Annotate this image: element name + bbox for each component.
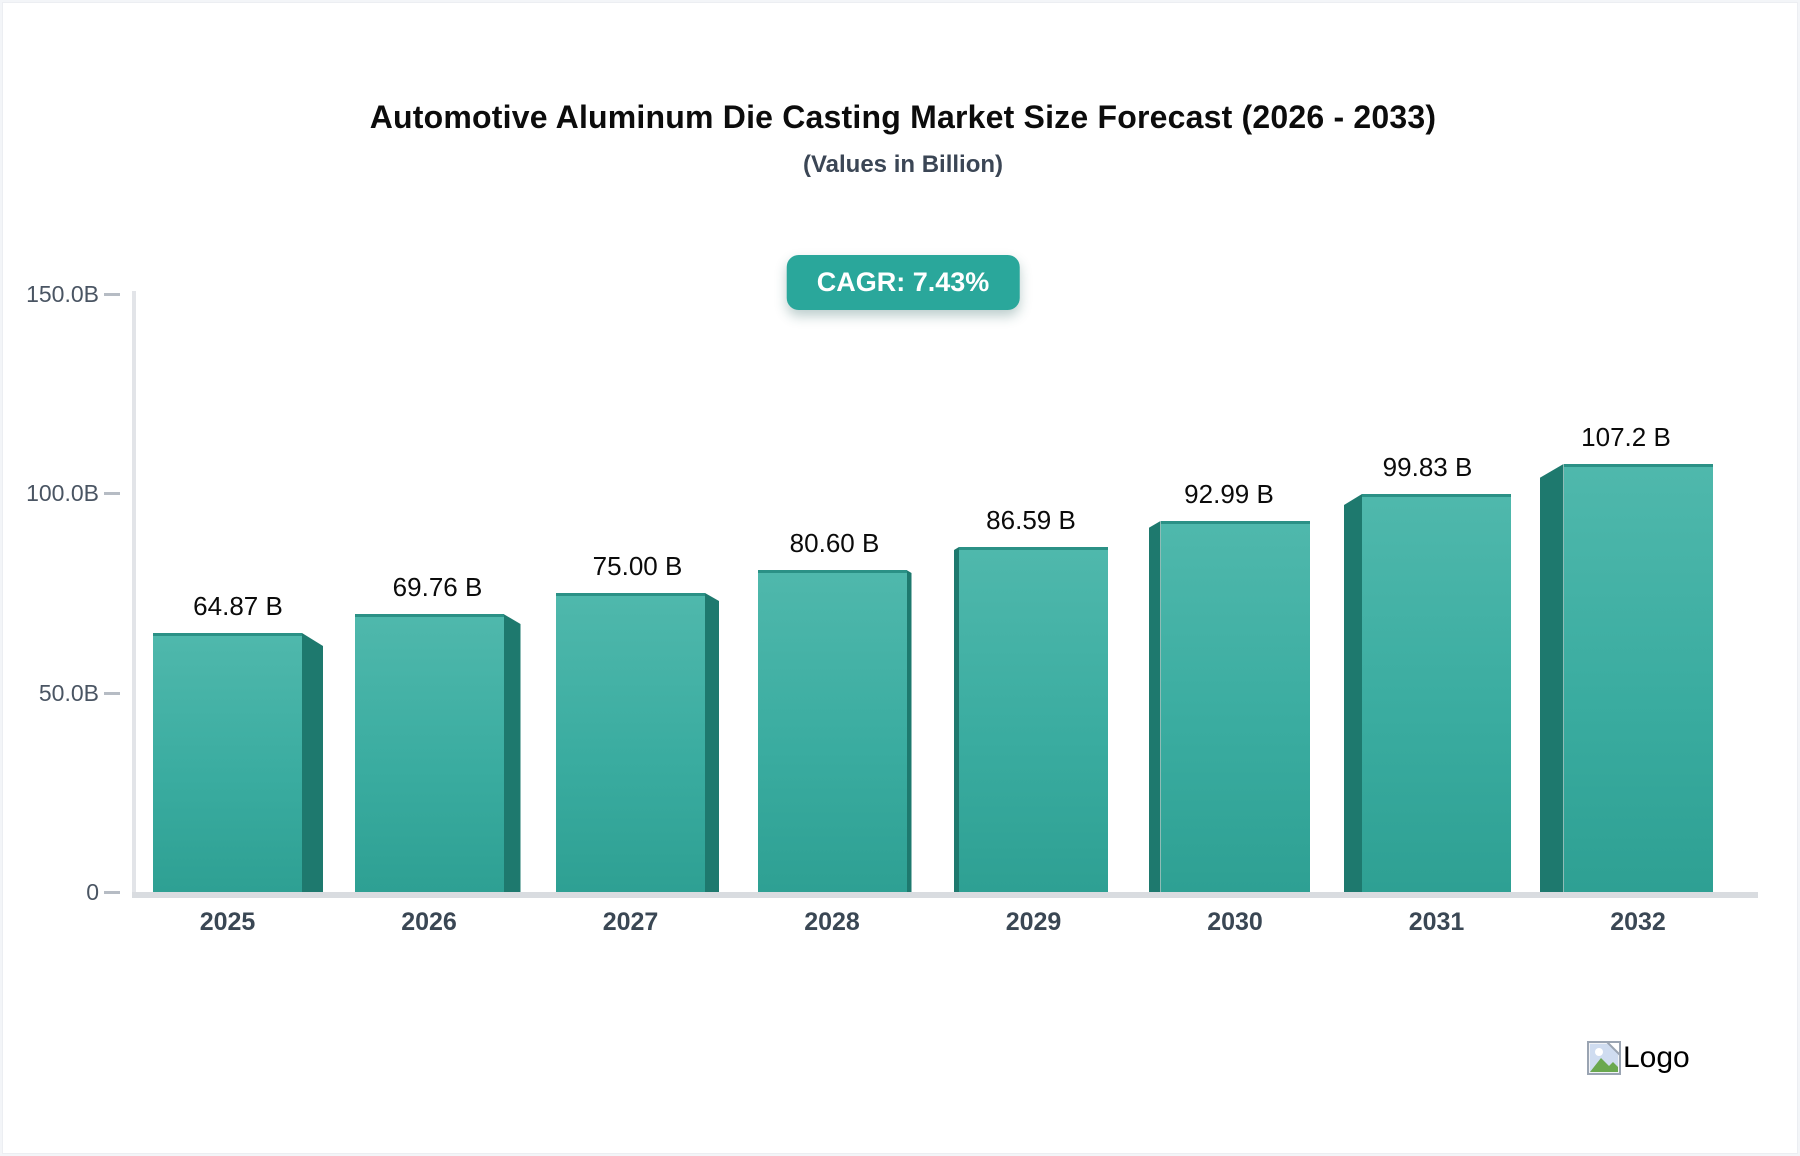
bar-value-label: 92.99 B xyxy=(1184,479,1274,509)
bar-value-label: 99.83 B xyxy=(1382,452,1473,482)
bar-side-face xyxy=(1148,521,1161,892)
bar-value-label: 64.87 B xyxy=(193,591,283,621)
x-axis-label-2028: 2028 xyxy=(804,908,860,936)
bar-side-face xyxy=(302,633,323,892)
bar-side-face xyxy=(954,547,959,892)
bar-side-face xyxy=(503,614,521,892)
y-axis-tick-mark xyxy=(104,292,120,296)
chart-subtitle: (Values in Billion) xyxy=(802,151,1004,178)
bar-value-label: 80.60 B xyxy=(789,528,880,558)
bar-face[interactable] xyxy=(556,593,705,892)
bar-side-face xyxy=(1344,494,1362,892)
bar-face[interactable] xyxy=(1362,494,1511,892)
bar-face[interactable] xyxy=(757,570,907,892)
bar-face[interactable] xyxy=(1160,521,1310,892)
x-axis-label-2029: 2029 xyxy=(1005,908,1062,936)
logo-label: Logo xyxy=(1623,1041,1690,1074)
x-axis-baseline xyxy=(132,892,1758,898)
bar-face[interactable] xyxy=(959,547,1108,892)
y-axis-tick-label: 100.0B xyxy=(26,480,99,506)
bar-value-label: 107.2 B xyxy=(1581,422,1671,452)
chart-title: Automotive Aluminum Die Casting Market S… xyxy=(369,99,1437,135)
bar-side-face xyxy=(705,593,719,892)
broken-image-icon xyxy=(1587,1041,1621,1075)
x-axis-label-2032: 2032 xyxy=(1610,908,1666,936)
bar-value-label: 69.76 B xyxy=(392,572,483,602)
x-axis-label-2027: 2027 xyxy=(602,908,659,936)
x-axis-label-2030: 2030 xyxy=(1207,908,1263,936)
y-axis-tick-label: 0 xyxy=(86,879,99,905)
bar-face[interactable] xyxy=(153,633,302,892)
y-axis-tick-mark xyxy=(104,492,120,495)
x-axis-label-2025: 2025 xyxy=(199,908,256,936)
logo: Logo xyxy=(1587,1041,1690,1075)
bar-face[interactable] xyxy=(354,614,504,892)
bar-side-face xyxy=(906,570,912,892)
x-axis-label-2031: 2031 xyxy=(1408,908,1465,936)
cagr-badge: CAGR: 7.43% xyxy=(786,255,1020,310)
y-axis-tick-mark xyxy=(104,691,120,695)
bar-value-label: 86.59 B xyxy=(986,505,1076,535)
y-axis-tick-label: 150.0B xyxy=(26,280,99,307)
y-axis-tick-label: 50.0B xyxy=(38,679,99,706)
y-axis-tick-mark xyxy=(104,891,120,894)
bar-side-face xyxy=(1539,464,1564,892)
bar-value-label: 75.00 B xyxy=(592,551,683,581)
bar-face[interactable] xyxy=(1563,464,1713,892)
x-axis-label-2026: 2026 xyxy=(401,908,457,936)
y-axis-line xyxy=(132,291,136,898)
